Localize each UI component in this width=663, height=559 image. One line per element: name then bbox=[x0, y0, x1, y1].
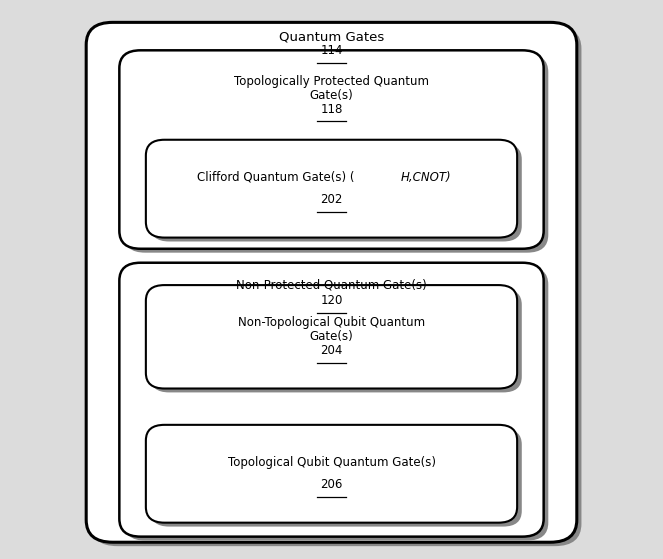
FancyBboxPatch shape bbox=[146, 285, 517, 389]
FancyBboxPatch shape bbox=[119, 263, 544, 537]
FancyBboxPatch shape bbox=[151, 429, 522, 527]
Text: Quantum Gates: Quantum Gates bbox=[279, 31, 384, 44]
Text: Clifford Quantum Gate(s) (: Clifford Quantum Gate(s) ( bbox=[197, 171, 355, 184]
Text: 202: 202 bbox=[320, 193, 343, 206]
Text: 206: 206 bbox=[320, 479, 343, 491]
Text: Topologically Protected Quantum: Topologically Protected Quantum bbox=[234, 74, 429, 88]
Text: Gate(s): Gate(s) bbox=[310, 330, 353, 343]
Text: 114: 114 bbox=[320, 44, 343, 57]
Text: Non-Topological Qubit Quantum: Non-Topological Qubit Quantum bbox=[238, 316, 425, 329]
FancyBboxPatch shape bbox=[151, 144, 522, 241]
FancyBboxPatch shape bbox=[151, 289, 522, 392]
FancyBboxPatch shape bbox=[119, 50, 544, 249]
Text: Gate(s): Gate(s) bbox=[310, 88, 353, 102]
FancyBboxPatch shape bbox=[124, 54, 548, 253]
FancyBboxPatch shape bbox=[86, 22, 577, 542]
Text: 118: 118 bbox=[320, 102, 343, 116]
Text: Topological Qubit Quantum Gate(s): Topological Qubit Quantum Gate(s) bbox=[227, 456, 436, 469]
Text: Non-Protected Quantum Gate(s): Non-Protected Quantum Gate(s) bbox=[236, 278, 427, 292]
FancyBboxPatch shape bbox=[146, 140, 517, 238]
Text: 204: 204 bbox=[320, 344, 343, 357]
FancyBboxPatch shape bbox=[91, 26, 581, 546]
Text: H,CNOT): H,CNOT) bbox=[400, 171, 451, 184]
FancyBboxPatch shape bbox=[146, 425, 517, 523]
Text: 120: 120 bbox=[320, 294, 343, 307]
FancyBboxPatch shape bbox=[124, 267, 548, 541]
